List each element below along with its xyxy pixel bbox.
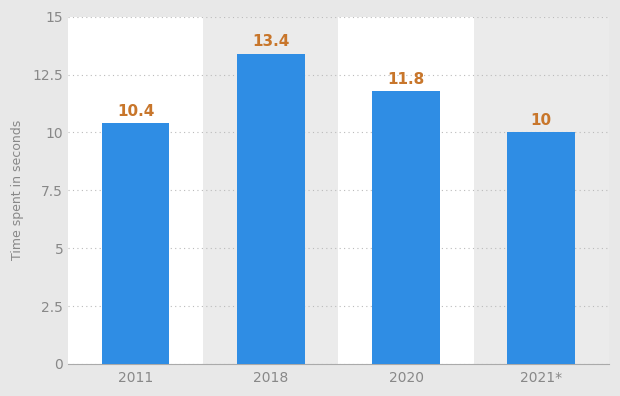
Bar xyxy=(339,17,474,364)
Bar xyxy=(474,17,609,364)
Bar xyxy=(508,132,575,364)
Text: 13.4: 13.4 xyxy=(252,34,290,50)
Text: 10: 10 xyxy=(531,113,552,128)
Text: 11.8: 11.8 xyxy=(388,72,425,87)
Bar xyxy=(68,17,203,364)
Bar xyxy=(203,17,339,364)
Y-axis label: Time spent in seconds: Time spent in seconds xyxy=(11,120,24,261)
Text: 10.4: 10.4 xyxy=(117,104,154,119)
Bar xyxy=(102,123,169,364)
Bar xyxy=(237,54,304,364)
Bar xyxy=(372,91,440,364)
